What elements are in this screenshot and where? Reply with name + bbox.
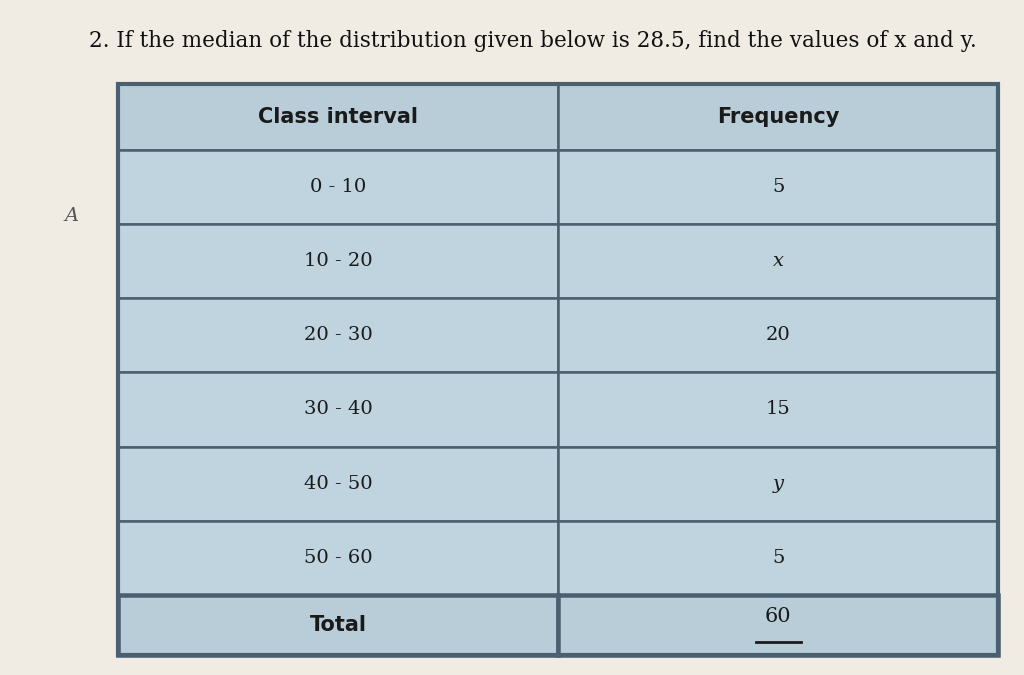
Text: 50 - 60: 50 - 60: [303, 549, 373, 567]
Text: 2. If the median of the distribution given below is 28.5, find the values of x a: 2. If the median of the distribution giv…: [89, 30, 976, 53]
Text: 10 - 20: 10 - 20: [303, 252, 373, 270]
Text: 60: 60: [765, 608, 792, 626]
Text: Total: Total: [309, 615, 367, 634]
Text: 20: 20: [766, 326, 791, 344]
Text: 15: 15: [766, 400, 791, 418]
Text: 5: 5: [772, 549, 784, 567]
Text: 5: 5: [772, 178, 784, 196]
Text: Class interval: Class interval: [258, 107, 418, 127]
Text: 40 - 50: 40 - 50: [303, 475, 373, 493]
Text: 0 - 10: 0 - 10: [310, 178, 366, 196]
Text: Frequency: Frequency: [717, 107, 840, 127]
Text: x: x: [773, 252, 783, 270]
Text: 30 - 40: 30 - 40: [303, 400, 373, 418]
Text: A: A: [65, 207, 79, 225]
Text: 20 - 30: 20 - 30: [303, 326, 373, 344]
Text: y: y: [773, 475, 783, 493]
